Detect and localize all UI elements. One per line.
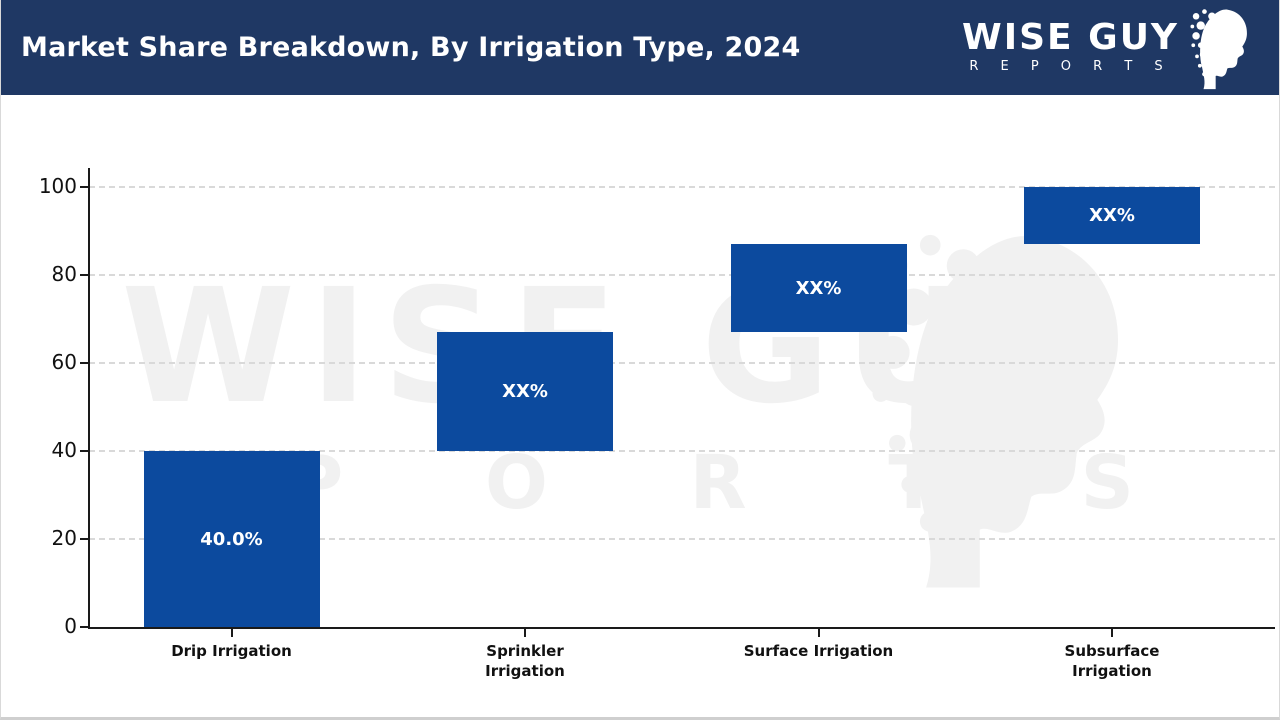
header-bar: Market Share Breakdown, By Irrigation Ty… bbox=[1, 0, 1279, 95]
x-tick bbox=[817, 629, 820, 637]
y-tick-60 bbox=[80, 362, 89, 364]
gridline-80 bbox=[89, 274, 1275, 276]
logo-face-icon bbox=[1190, 8, 1247, 89]
y-tick-20 bbox=[80, 538, 89, 540]
y-tick-label: 100 bbox=[38, 174, 77, 198]
logo-brand-name: WISE GUY bbox=[961, 16, 1179, 58]
x-axis-line bbox=[88, 627, 1275, 629]
x-tick bbox=[1111, 629, 1113, 637]
bar-value-label: XX% bbox=[502, 381, 548, 403]
y-tick-0 bbox=[80, 626, 89, 628]
category-label: Subsurface Irrigation bbox=[1064, 642, 1160, 680]
bar-segment: XX% bbox=[1024, 187, 1200, 245]
y-tick-label: 60 bbox=[51, 350, 77, 374]
gridline-60 bbox=[89, 362, 1275, 364]
page-title: Market Share Breakdown, By Irrigation Ty… bbox=[21, 32, 801, 63]
gridline-20 bbox=[89, 538, 1275, 540]
x-tick bbox=[230, 629, 233, 637]
wiseguy-logo: WISE GUY R E P O R T S bbox=[961, 0, 1279, 95]
bar-value-label: XX% bbox=[1089, 205, 1135, 227]
bar-segment: XX% bbox=[437, 332, 613, 451]
bar-segment: 40.0% bbox=[143, 451, 320, 627]
x-tick bbox=[524, 629, 526, 637]
y-tick-label: 80 bbox=[51, 262, 77, 286]
watermark-face-icon bbox=[868, 234, 1119, 588]
logo-brand-subtitle: R E P O R T S bbox=[969, 58, 1172, 74]
y-tick-40 bbox=[80, 450, 89, 452]
category-label: Drip Irrigation bbox=[171, 642, 292, 660]
y-tick-100 bbox=[80, 186, 89, 188]
gridline-40 bbox=[89, 450, 1275, 452]
category-label: Surface Irrigation bbox=[743, 642, 894, 660]
y-tick-label: 20 bbox=[51, 526, 77, 550]
bar-value-label: XX% bbox=[795, 277, 842, 299]
y-axis-line bbox=[88, 168, 90, 629]
y-tick-80 bbox=[80, 274, 89, 276]
gridline-100 bbox=[89, 186, 1275, 188]
category-label: Sprinkler Irrigation bbox=[485, 642, 565, 680]
y-tick-label: 0 bbox=[64, 614, 77, 638]
y-tick-label: 40 bbox=[51, 438, 77, 462]
bar-segment: XX% bbox=[730, 244, 907, 333]
wiseguy-logo-text: WISE GUY R E P O R T S bbox=[961, 16, 1179, 76]
bar-value-label: 40.0% bbox=[200, 528, 263, 550]
